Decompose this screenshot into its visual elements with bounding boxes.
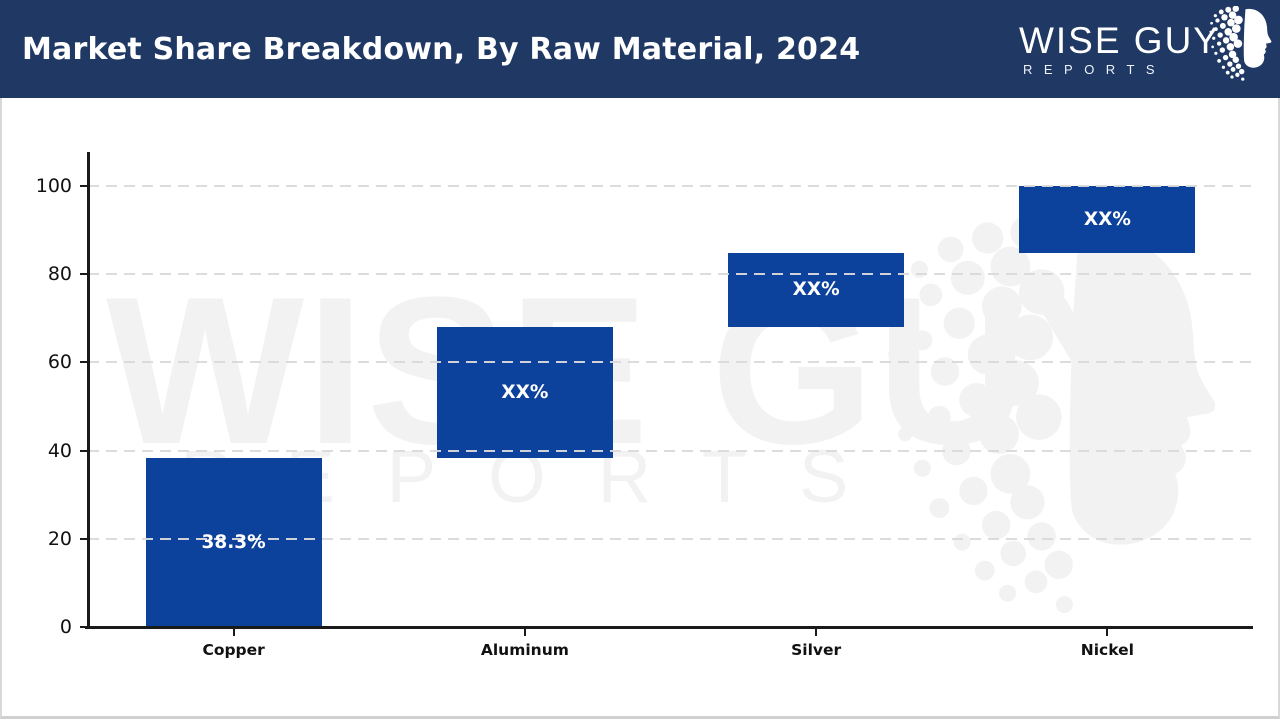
watermark-text-line2: REPORTS xyxy=(180,435,901,518)
page-title: Market Share Breakdown, By Raw Material,… xyxy=(22,31,861,67)
logo-wordmark-line1: WISE GUY xyxy=(1018,20,1220,61)
logo-wordmark-line2: REPORTS xyxy=(1022,62,1167,77)
header-bar: Market Share Breakdown, By Raw Material,… xyxy=(0,0,1280,98)
dotted-head-icon xyxy=(1209,6,1272,81)
watermark-dotted-head-icon xyxy=(888,218,1215,614)
watermark: WISE GUY REPORTS xyxy=(2,98,1278,716)
watermark-text-line1: WISE GUY xyxy=(106,253,1173,488)
logo-wordmark: WISE GUY REPORTS xyxy=(1019,22,1220,76)
wise-guy-reports-logo: WISE GUY REPORTS xyxy=(1019,6,1272,92)
chart-panel: WISE GUY REPORTS xyxy=(0,98,1280,719)
